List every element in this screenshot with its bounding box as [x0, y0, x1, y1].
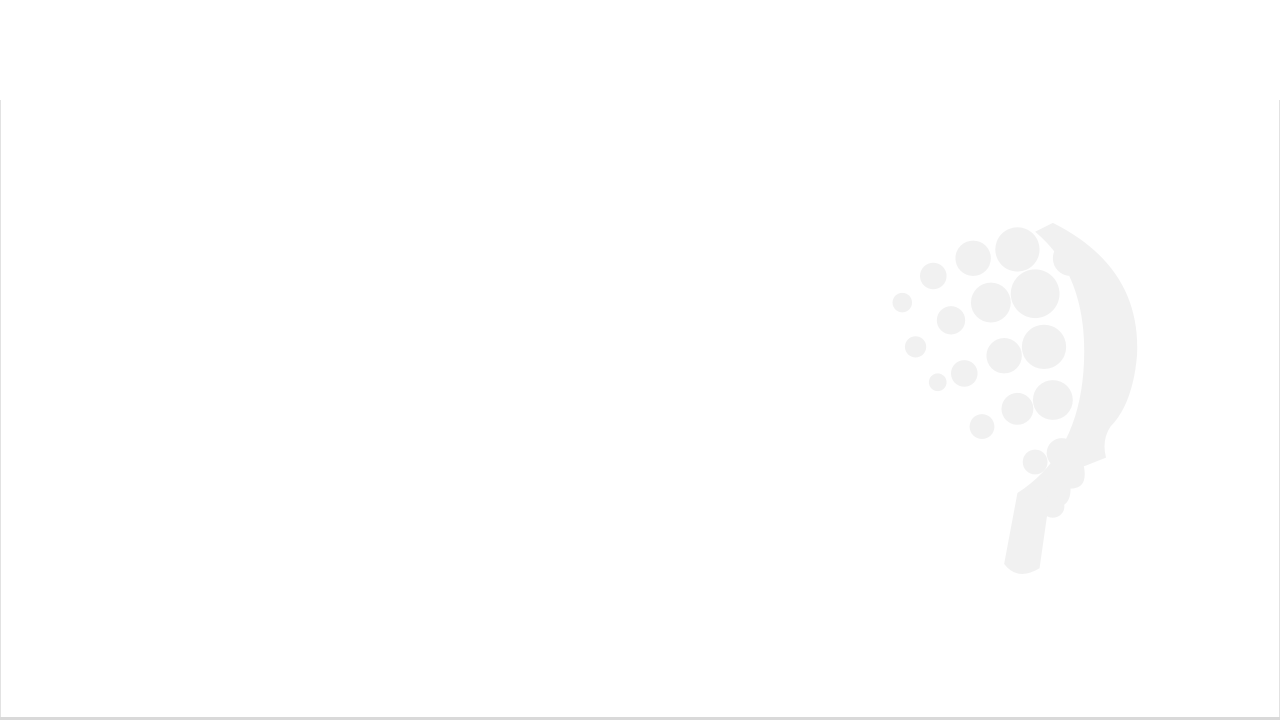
- wise-guy-logo: [1200, 5, 1280, 96]
- header-bar: [0, 0, 1280, 100]
- dotted-head-icon: [1192, 5, 1266, 96]
- page-bottom-border: [0, 717, 1280, 720]
- watermark-head-icon: [858, 185, 1168, 620]
- chart-plot-area: [0, 100, 1280, 720]
- page-left-border: [0, 100, 1, 720]
